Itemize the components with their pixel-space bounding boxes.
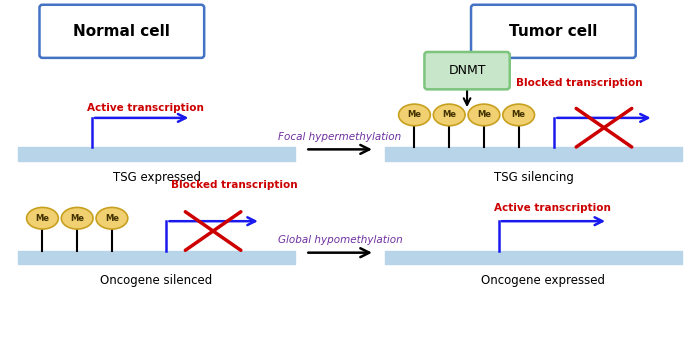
Text: Focal hypermethylation: Focal hypermethylation bbox=[279, 131, 402, 141]
Text: Oncogene silenced: Oncogene silenced bbox=[100, 274, 213, 287]
FancyBboxPatch shape bbox=[424, 52, 510, 89]
Text: Me: Me bbox=[105, 214, 119, 223]
Ellipse shape bbox=[96, 207, 128, 229]
Bar bbox=[18, 251, 295, 265]
Text: Tumor cell: Tumor cell bbox=[509, 24, 598, 39]
Bar bbox=[18, 147, 295, 161]
FancyBboxPatch shape bbox=[471, 5, 636, 58]
Text: Me: Me bbox=[512, 110, 526, 119]
Bar bbox=[385, 251, 682, 265]
Text: Active transcription: Active transcription bbox=[87, 103, 204, 113]
Bar bbox=[385, 147, 682, 161]
Text: Global hypomethylation: Global hypomethylation bbox=[278, 235, 402, 245]
Text: Blocked transcription: Blocked transcription bbox=[516, 78, 643, 88]
Ellipse shape bbox=[503, 104, 535, 126]
Text: Blocked transcription: Blocked transcription bbox=[172, 180, 298, 190]
Text: Me: Me bbox=[36, 214, 50, 223]
Text: DNMT: DNMT bbox=[448, 64, 486, 77]
Text: TSG silencing: TSG silencing bbox=[494, 171, 573, 184]
Ellipse shape bbox=[398, 104, 430, 126]
Text: Me: Me bbox=[407, 110, 421, 119]
Text: Me: Me bbox=[442, 110, 456, 119]
FancyBboxPatch shape bbox=[39, 5, 204, 58]
Text: Me: Me bbox=[477, 110, 491, 119]
Text: Me: Me bbox=[70, 214, 84, 223]
Ellipse shape bbox=[62, 207, 93, 229]
Ellipse shape bbox=[27, 207, 58, 229]
Text: TSG expressed: TSG expressed bbox=[113, 171, 200, 184]
Ellipse shape bbox=[468, 104, 500, 126]
Ellipse shape bbox=[433, 104, 465, 126]
Text: Normal cell: Normal cell bbox=[74, 24, 170, 39]
Text: Active transcription: Active transcription bbox=[494, 203, 610, 213]
Text: Oncogene expressed: Oncogene expressed bbox=[482, 274, 606, 287]
